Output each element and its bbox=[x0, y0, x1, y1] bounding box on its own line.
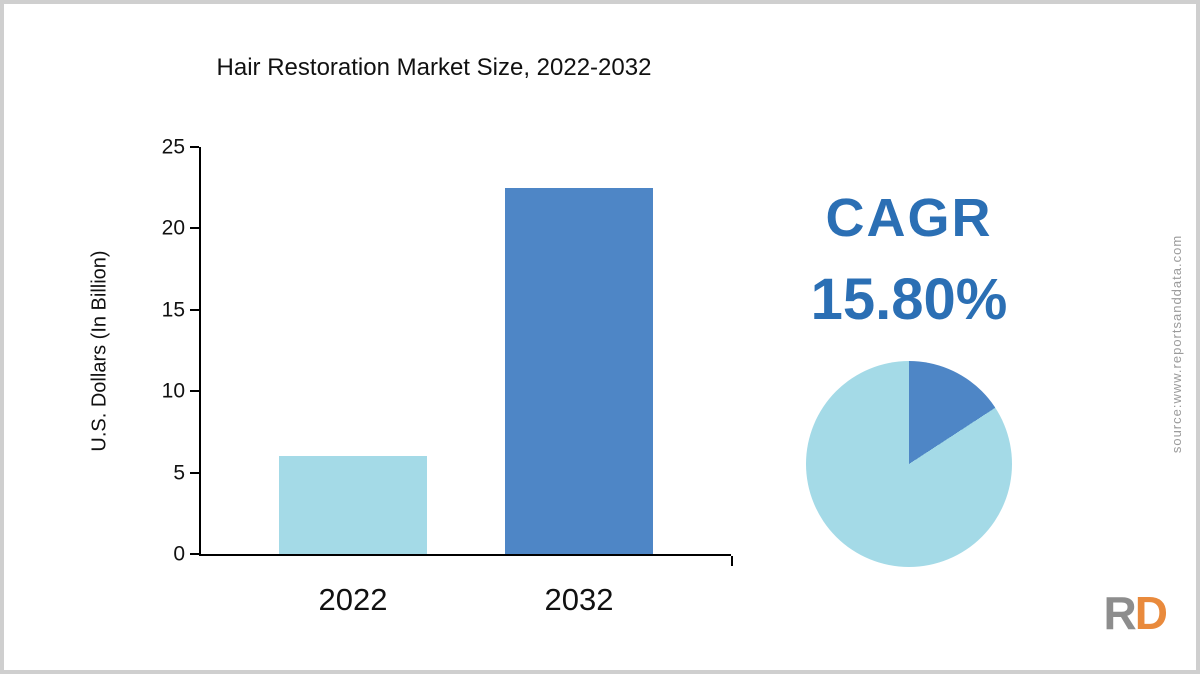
cagr-label: CAGR bbox=[825, 188, 993, 248]
source-note: source:www.reportsanddata.com bbox=[1169, 234, 1184, 454]
y-tick-mark bbox=[190, 227, 199, 230]
y-tick-label: 0 bbox=[173, 542, 185, 566]
y-tick-mark bbox=[190, 553, 199, 555]
y-axis-title: U.S. Dollars (In Billion) bbox=[88, 250, 111, 452]
y-tick-label: 20 bbox=[161, 216, 185, 240]
y-tick-mark bbox=[190, 146, 199, 148]
y-tick-mark bbox=[190, 390, 199, 393]
bar-slot: 2032 bbox=[505, 147, 653, 617]
y-tick-label: 10 bbox=[161, 379, 185, 403]
y-ticks: 0 5 10 15 20 25 bbox=[162, 137, 731, 565]
brand-logo-letter-d: D bbox=[1134, 587, 1168, 639]
y-tick-label: 15 bbox=[161, 298, 185, 322]
bar-2032 bbox=[505, 187, 653, 554]
cagr-pie bbox=[806, 361, 1012, 567]
chart-title: Hair Restoration Market Size, 2022-2032 bbox=[216, 54, 652, 81]
x-category-label: 2022 bbox=[318, 582, 388, 617]
y-tick-label: 25 bbox=[161, 135, 185, 159]
x-category-label: 2032 bbox=[544, 582, 614, 617]
bar-2022 bbox=[279, 456, 427, 554]
brand-logo: RD bbox=[1104, 590, 1168, 636]
plot-area: 0 5 10 15 20 25 2022 2032 bbox=[162, 137, 733, 617]
y-tick-mark bbox=[190, 308, 199, 311]
y-tick-mark bbox=[190, 471, 199, 474]
brand-logo-letter-r: R bbox=[1103, 587, 1137, 639]
y-tick-label: 5 bbox=[173, 461, 185, 485]
x-axis-end-tick bbox=[731, 556, 733, 566]
cagr-value: 15.80% bbox=[810, 267, 1008, 332]
bar-slot: 2022 bbox=[279, 147, 427, 617]
bars-container: 2022 2032 bbox=[201, 147, 731, 617]
